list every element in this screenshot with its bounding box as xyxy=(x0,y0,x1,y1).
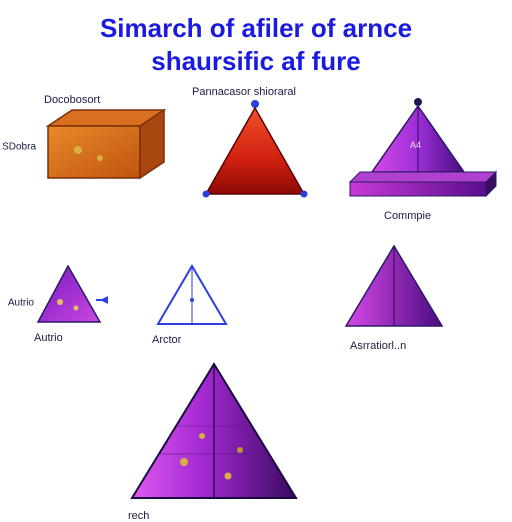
title-line-2: shaursific af fure xyxy=(20,45,492,78)
purple-pyr-svg: A4 xyxy=(340,96,498,206)
title-line-1: Simarch of afiler of arnce xyxy=(20,12,492,45)
svg-text:A4: A4 xyxy=(410,140,421,150)
diagram-grid: SDobra Docobosort Pannacasor shioraral xyxy=(20,90,492,502)
outline-tri-caption: Arctor xyxy=(152,334,242,346)
red-tri-svg xyxy=(200,96,310,200)
shape-mid-pyramid: Asrratiorl..n xyxy=(330,240,470,352)
shape-small-tri: Autrio Autrio xyxy=(34,262,124,344)
mid-pyr-svg xyxy=(330,240,460,336)
box-side-label: SDobra xyxy=(2,142,36,153)
shape-purple-pyramid: A4 Commpie xyxy=(340,96,500,222)
page-title: Simarch of afiler of arnce shaursific af… xyxy=(0,0,512,81)
box-svg xyxy=(40,108,170,186)
shape-box: SDobra Docobosort xyxy=(40,108,180,186)
box-top-label: Docobosort xyxy=(44,94,100,106)
shape-red-triangle: Pannacasor shioraral xyxy=(200,96,320,200)
red-tri-label: Pannacasor shioraral xyxy=(192,86,332,98)
small-tri-caption: Autrio xyxy=(34,332,124,344)
big-pyr-svg xyxy=(120,358,310,506)
mid-pyr-caption: Asrratiorl..n xyxy=(350,340,470,352)
shape-big-pyramid: rech xyxy=(120,358,320,522)
purple-pyr-caption: Commpie xyxy=(384,210,500,222)
outline-tri-svg xyxy=(152,260,232,330)
small-tri-side: Autrio xyxy=(0,298,34,309)
shape-outline-tri: Arctor xyxy=(152,260,242,346)
small-tri-svg xyxy=(34,262,110,328)
